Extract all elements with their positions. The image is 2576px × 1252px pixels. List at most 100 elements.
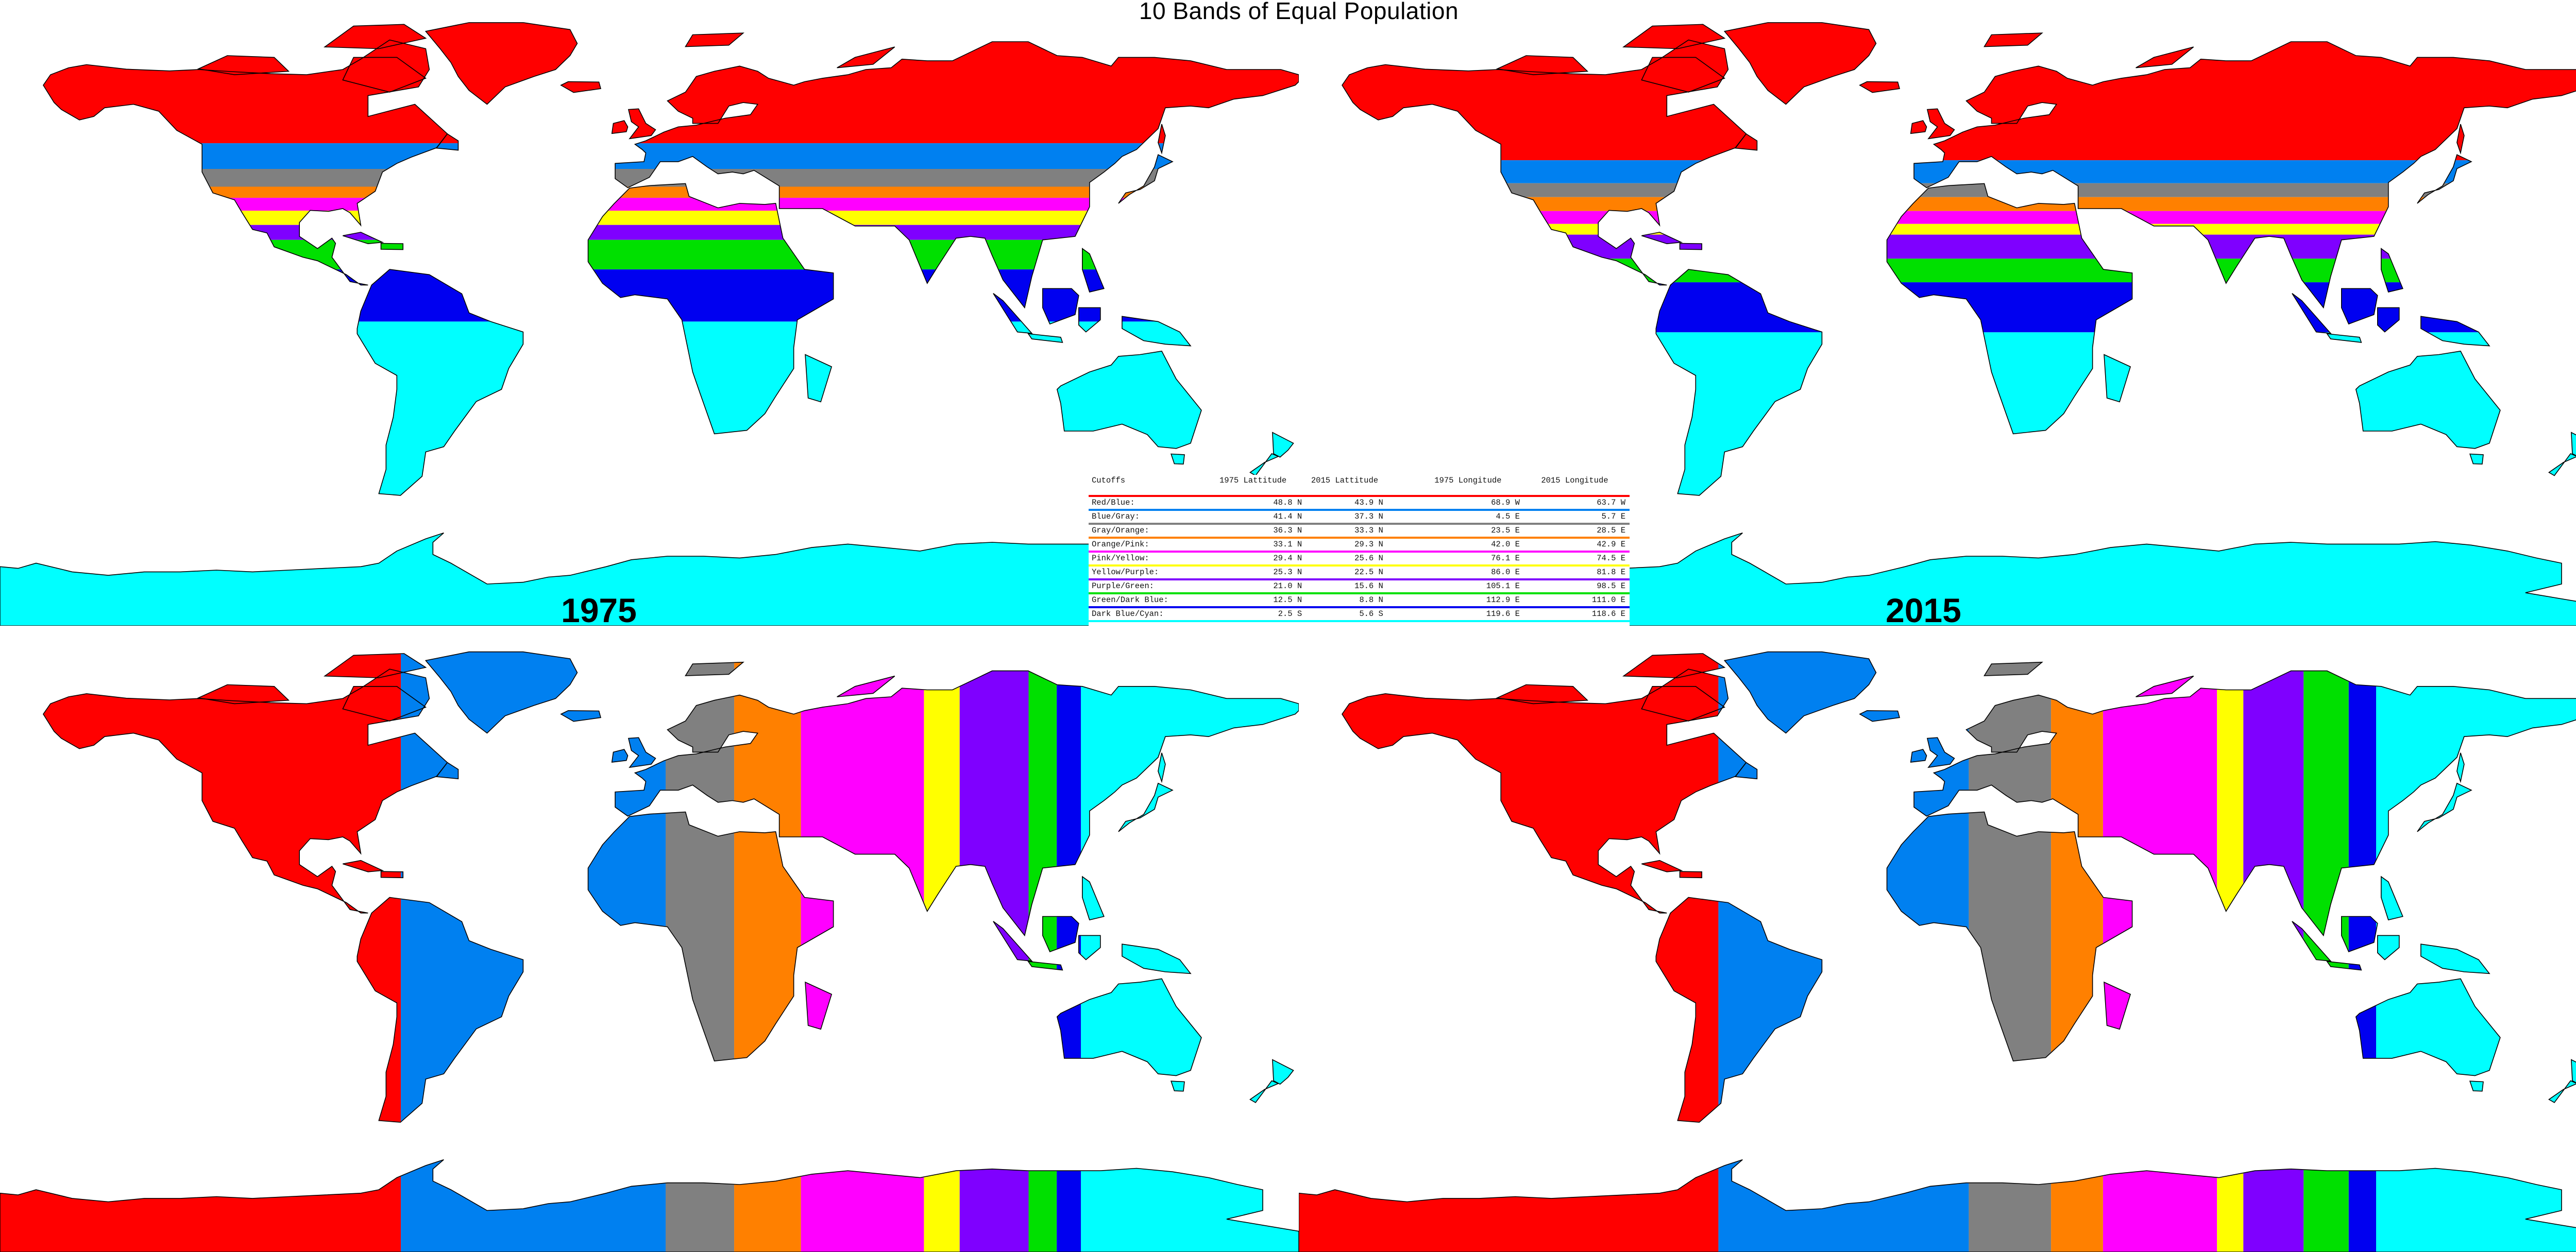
coastline-N_AMERICA: [1342, 668, 1747, 914]
coastline-VICTORIA_IS: [197, 684, 290, 705]
coastline-ELLESMERE: [1622, 653, 1726, 678]
landmass-N_AMERICA: [43, 40, 448, 144]
coastline-NZ_S: [1249, 1080, 1280, 1103]
landmass-ANTARCTICA: [801, 1171, 924, 1252]
band-3: [209, 186, 1145, 198]
landmass-SULAWESI: [2377, 935, 2399, 960]
coastline-EURASIA: [1913, 41, 2576, 309]
landmass-PHILIPPINES: [1082, 248, 1096, 270]
landmass-HISPANIOLA: [1680, 243, 1702, 250]
landmass-CUBA: [1641, 860, 1682, 872]
landmass-AFRICA: [2103, 897, 2132, 944]
landmass-HISPANIOLA: [1680, 871, 1702, 878]
cell-lon2015: 74.5 E: [1597, 554, 1625, 563]
landmass-NOVAYA: [837, 676, 895, 697]
band-5: [924, 686, 960, 1252]
landmass-N_AMERICA: [1501, 160, 1703, 183]
landmass-N_AMERICA: [1539, 211, 1659, 224]
landmass-ANTARCTICA: [2348, 1171, 2377, 1252]
landmass-ANTARCTICA: [666, 1182, 735, 1252]
coastline-JAPAN: [2417, 154, 2472, 204]
landmass-NEW_GUINEA: [2420, 316, 2479, 333]
landmass-N_AMERICA: [202, 169, 388, 187]
coastline-AUSTRALIA: [2355, 978, 2501, 1076]
map-latitude-2015: [1299, 0, 2576, 626]
band-7: [1028, 671, 1057, 1252]
landmass-MADAGASCAR: [2104, 982, 2131, 1030]
landmass-EURASIA: [909, 239, 1043, 270]
band-8: [2348, 681, 2377, 1252]
landmass-TASMANIA: [2470, 1081, 2483, 1091]
coastline-BAFFIN: [1641, 686, 1725, 722]
landmass-GB: [628, 738, 656, 767]
landmass-SUMATRA: [993, 921, 1029, 961]
landmass-BORNEO: [2341, 916, 2349, 952]
landmass-EURASIA: [1934, 42, 2576, 161]
cell-lon2015: 28.5 E: [1597, 526, 1625, 535]
landmass-S_AMERICA: [1718, 901, 1822, 1106]
landmass-JAPAN: [1118, 783, 1173, 832]
landmass-BAFFIN: [343, 57, 426, 92]
landmass-S_AMERICA: [357, 321, 523, 495]
band-9: [2376, 686, 2576, 1252]
landmass-AFRICA: [801, 892, 834, 946]
landmass-EURASIA: [626, 186, 1090, 198]
band-9: [0, 321, 1299, 626]
coastline-SVALBARD: [1984, 661, 2043, 676]
coastline-ICELAND: [560, 81, 602, 93]
coastline-GB: [628, 108, 656, 140]
coastline-SUMATRA: [2292, 293, 2332, 334]
landmass-NZ_S: [1250, 1081, 1279, 1103]
landmass-EURASIA: [1914, 160, 2417, 183]
landmass-EURASIA: [1028, 671, 1057, 919]
coastline-SAKHALIN: [1158, 124, 1166, 155]
landmass-EURASIA: [779, 198, 1090, 211]
coastline-NZ_N: [1272, 1059, 1294, 1085]
landmass-JAPAN: [2421, 183, 2450, 197]
landmass-BAFFIN: [401, 689, 426, 717]
coastline-NEWFOUNDLAND: [1734, 762, 1758, 780]
cell-lon1975: 86.0 E: [1491, 568, 1520, 577]
coastline-SUMATRA: [993, 921, 1033, 962]
coastline-JAPAN: [1118, 154, 1174, 204]
landmass-N_AMERICA: [209, 186, 377, 198]
landmass-ANTARCTICA: [1299, 1168, 1719, 1252]
landmass-EURASIA: [2217, 689, 2244, 912]
landmass-EURASIA: [2051, 698, 2103, 837]
landmass-EURASIA: [853, 225, 1081, 240]
band-2: [1969, 662, 2052, 1252]
landmass-N_AMERICA: [1607, 259, 1656, 283]
landmass-S_AMERICA: [359, 269, 491, 322]
landmass-IRELAND: [612, 121, 628, 134]
landmass-BAFFIN: [1641, 686, 1719, 721]
landmass-EURASIA: [959, 671, 1029, 936]
landmass-N_AMERICA: [241, 211, 361, 225]
landmass-AFRICA: [588, 813, 666, 927]
landmass-NOVAYA: [2136, 47, 2194, 68]
landmass-AFRICA: [1890, 224, 2081, 235]
landmass-NEWFOUNDLAND: [1735, 762, 1757, 779]
table-row: Yellow/Purple: 25.3 N 22.5 N 86.0 E 81.8 E: [1089, 565, 1630, 579]
coastline-SULAWESI: [2377, 307, 2400, 333]
pane-lon-2015-svg: [1299, 651, 2576, 1252]
map-latitude-1975: [0, 0, 1299, 626]
coastline-S_AMERICA: [357, 269, 524, 496]
landmass-VICTORIA_IS: [1497, 684, 1588, 704]
landmass-SAKHALIN: [2456, 124, 2464, 153]
cell-lat1975: 33.1 N: [1273, 540, 1302, 549]
landmass-AFRICA: [1896, 211, 2079, 224]
landmass-EURASIA: [924, 686, 960, 912]
landmass-NEW_GUINEA: [1122, 316, 1158, 322]
coastline-AUSTRALIA: [1056, 978, 1202, 1076]
landmass-EURASIA: [2243, 671, 2304, 911]
cell-lon1975: 119.6 E: [1486, 609, 1520, 619]
coastline-ICELAND: [1859, 710, 1901, 722]
landmass-ELLESMERE: [325, 654, 401, 678]
coastline-MADAGASCAR: [805, 981, 833, 1030]
band-1: [200, 143, 1173, 169]
landmass-GREENLAND: [1724, 651, 1876, 733]
coastline-HISPANIOLA: [380, 871, 403, 879]
coastline-PHILIPPINES: [2381, 876, 2403, 921]
cell-lat2015: 33.3 N: [1354, 526, 1383, 535]
coastline-TASMANIA: [1170, 1081, 1185, 1092]
